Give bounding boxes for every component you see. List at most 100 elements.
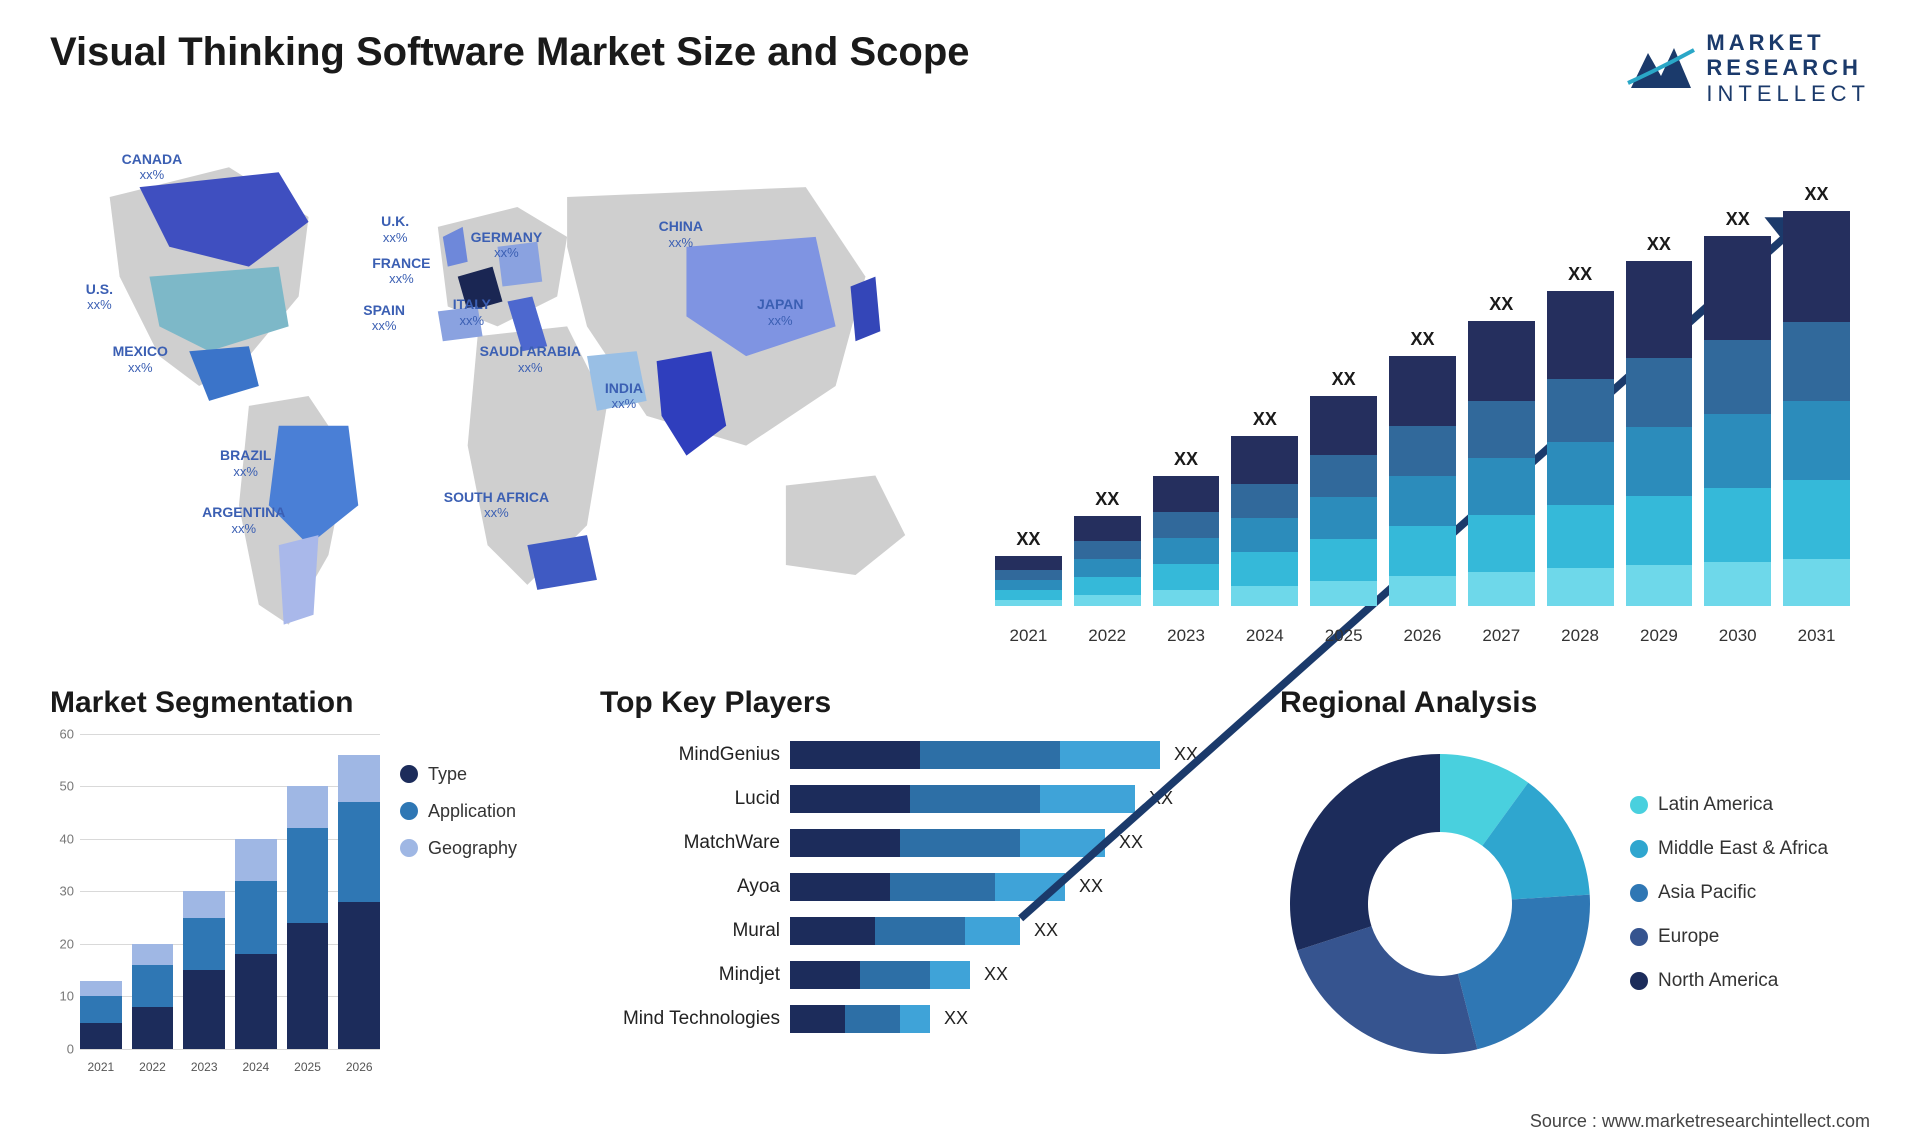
player-bar-row: XX: [790, 916, 1240, 946]
player-bar-row: XX: [790, 740, 1240, 770]
seg-bar: [132, 944, 174, 1049]
growth-bar-value: XX: [1647, 234, 1671, 255]
growth-bar-value: XX: [1489, 294, 1513, 315]
growth-bar-value: XX: [1016, 529, 1040, 550]
legend-item: Type: [400, 764, 560, 785]
country-label: SOUTH AFRICAxx%: [444, 490, 549, 521]
player-value: XX: [1119, 832, 1143, 853]
country-label: BRAZILxx%: [220, 448, 271, 479]
growth-bar: XX: [995, 529, 1062, 606]
player-bar-row: XX: [790, 872, 1240, 902]
growth-bar-value: XX: [1332, 369, 1356, 390]
page-title: Visual Thinking Software Market Size and…: [50, 30, 970, 75]
player-label: Ayoa: [737, 872, 780, 902]
logo-line2: RESEARCH: [1706, 55, 1870, 80]
regional-donut: [1280, 744, 1600, 1064]
seg-ytick: 30: [50, 884, 74, 899]
player-value: XX: [1174, 744, 1198, 765]
growth-year-label: 2031: [1783, 618, 1850, 646]
growth-year-label: 2025: [1310, 618, 1377, 646]
country-label: FRANCExx%: [372, 256, 430, 287]
logo-icon: [1626, 38, 1696, 98]
growth-year-label: 2024: [1231, 618, 1298, 646]
segmentation-panel: Market Segmentation 0102030405060 202120…: [50, 686, 560, 1106]
seg-ytick: 0: [50, 1041, 74, 1056]
seg-year-label: 2022: [132, 1060, 174, 1074]
segmentation-legend: Type Application Geography: [400, 734, 560, 1074]
seg-ytick: 50: [50, 779, 74, 794]
country-label: ITALYxx%: [453, 297, 491, 328]
regional-panel: Regional Analysis Latin America Middle Ea…: [1280, 686, 1870, 1106]
legend-item: Middle East & Africa: [1630, 838, 1870, 860]
country-label: ARGENTINAxx%: [202, 505, 285, 536]
seg-bar: [80, 981, 122, 1049]
seg-ytick: 20: [50, 936, 74, 951]
seg-year-label: 2023: [183, 1060, 225, 1074]
growth-year-label: 2027: [1468, 618, 1535, 646]
growth-year-label: 2021: [995, 618, 1062, 646]
growth-bar-value: XX: [1726, 209, 1750, 230]
player-bar-row: XX: [790, 828, 1240, 858]
seg-bar: [287, 786, 329, 1049]
legend-item: North America: [1630, 970, 1870, 992]
country-label: SPAINxx%: [363, 303, 405, 334]
player-label: Mindjet: [719, 960, 780, 990]
player-value: XX: [944, 1008, 968, 1029]
logo-line3: INTELLECT: [1706, 81, 1870, 106]
legend-item: Europe: [1630, 926, 1870, 948]
growth-bar: XX: [1468, 294, 1535, 606]
player-bar-row: XX: [790, 784, 1240, 814]
growth-year-label: 2023: [1153, 618, 1220, 646]
logo-line1: MARKET: [1706, 30, 1870, 55]
growth-bar-value: XX: [1095, 489, 1119, 510]
regional-legend: Latin America Middle East & Africa Asia Pa…: [1630, 794, 1870, 1014]
growth-bar: XX: [1704, 209, 1771, 606]
legend-item: Geography: [400, 838, 560, 859]
legend-item: Application: [400, 801, 560, 822]
player-label: MindGenius: [679, 740, 780, 770]
legend-item: Latin America: [1630, 794, 1870, 816]
player-label: MatchWare: [684, 828, 780, 858]
growth-year-label: 2026: [1389, 618, 1456, 646]
world-map-panel: CANADAxx%U.S.xx%MEXICOxx%BRAZILxx%ARGENT…: [50, 126, 945, 646]
player-bar-row: XX: [790, 960, 1240, 990]
player-label: Mind Technologies: [623, 1004, 780, 1034]
growth-bar: XX: [1074, 489, 1141, 606]
country-label: INDIAxx%: [605, 381, 643, 412]
growth-bar: XX: [1153, 449, 1220, 606]
country-label: JAPANxx%: [757, 297, 803, 328]
player-label: Lucid: [735, 784, 780, 814]
players-title: Top Key Players: [600, 686, 1240, 720]
growth-year-label: 2030: [1704, 618, 1771, 646]
growth-bar: XX: [1231, 409, 1298, 606]
country-label: SAUDI ARABIAxx%: [480, 344, 581, 375]
growth-year-label: 2029: [1626, 618, 1693, 646]
growth-chart-panel: XX XX XX XX XX XX XX XX XX XX XX 2021 2022 2023 2024 2…: [975, 126, 1870, 646]
growth-bar-value: XX: [1174, 449, 1198, 470]
regional-title: Regional Analysis: [1280, 686, 1870, 720]
growth-bar-value: XX: [1410, 329, 1434, 350]
player-bar-row: XX: [790, 1004, 1240, 1034]
country-label: GERMANYxx%: [471, 230, 543, 261]
growth-bar-value: XX: [1253, 409, 1277, 430]
growth-bar: XX: [1547, 264, 1614, 606]
players-panel: Top Key Players MindGenius Lucid MatchWare…: [600, 686, 1240, 1106]
player-label: Mural: [732, 916, 780, 946]
segmentation-chart: 0102030405060 202120222023202420252026: [50, 734, 380, 1074]
growth-year-label: 2022: [1074, 618, 1141, 646]
seg-ytick: 10: [50, 989, 74, 1004]
country-label: U.S.xx%: [86, 282, 113, 313]
country-label: U.K.xx%: [381, 214, 409, 245]
player-value: XX: [1034, 920, 1058, 941]
country-label: MEXICOxx%: [113, 344, 168, 375]
country-label: CHINAxx%: [659, 219, 703, 250]
seg-bar: [235, 839, 277, 1049]
seg-ytick: 40: [50, 831, 74, 846]
seg-year-label: 2021: [80, 1060, 122, 1074]
player-value: XX: [1149, 788, 1173, 809]
seg-year-label: 2026: [338, 1060, 380, 1074]
player-value: XX: [984, 964, 1008, 985]
legend-item: Asia Pacific: [1630, 882, 1870, 904]
growth-bar: XX: [1783, 184, 1850, 606]
growth-bar-value: XX: [1568, 264, 1592, 285]
